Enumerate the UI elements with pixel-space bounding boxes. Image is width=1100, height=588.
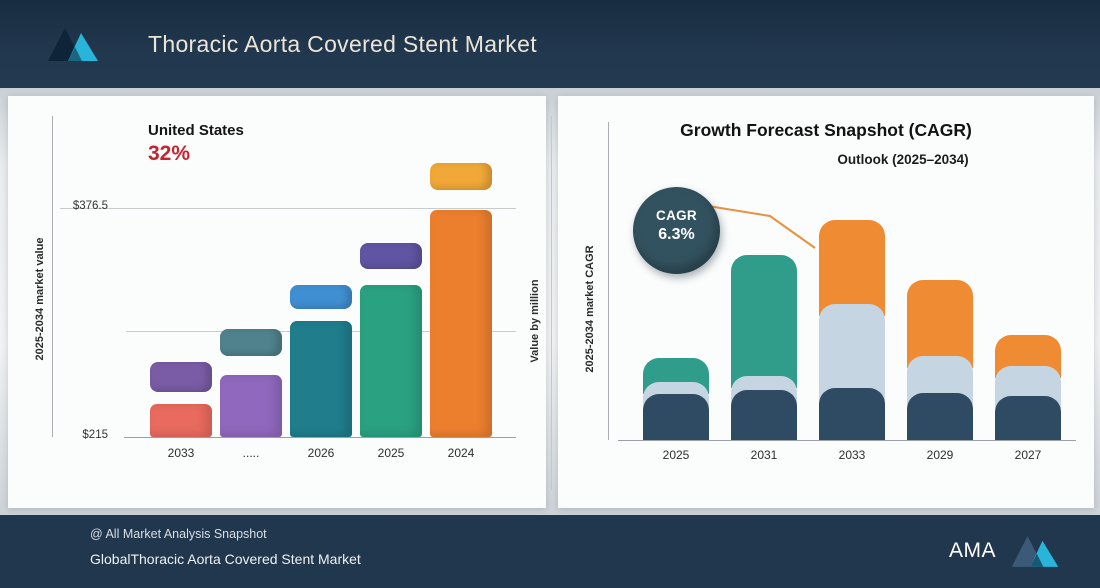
x-label-2026: 2026 [307,446,335,460]
panel-divider [551,116,552,490]
cagr-chart-panel: 2025-2034 market CAGR Growth Forecast Sn… [558,96,1094,508]
bar-cap-..... [220,329,282,356]
cagr-badge-value: 6.3% [658,226,695,243]
bar-segment-2033-orange [819,220,885,316]
us-chart-title: United States [148,122,244,139]
bar-segment-2033-base [819,388,885,440]
x-label-2031: 2031 [750,448,778,462]
cagr-badge-label: CAGR [656,208,697,223]
main-area: 2025-2034 market value United States 32%… [0,88,1100,515]
bar-segment-2031-base [731,390,797,440]
bar-segment-2027-base [995,395,1061,440]
footer: @ All Market Analysis Snapshot GlobalTho… [0,515,1100,588]
page-title: Thoracic Aorta Covered Stent Market [148,30,537,57]
x-label-.....: ..... [242,446,260,460]
us-baseline [124,437,516,438]
footer-note: @ All Market Analysis Snapshot [90,527,267,541]
us-y-axis-label: 2025-2034 market value [34,237,46,361]
bar-main-2024 [430,210,492,437]
bar-main-2033 [150,404,212,437]
bar-cap-2024 [430,163,492,190]
bar-segment-2029-base [907,392,973,440]
bar-segment-2033-mid [819,303,885,401]
value-by-million-label: Value by million [529,279,541,363]
bar-segment-2029-orange [907,279,973,369]
gridline-upper [60,208,516,209]
x-label-2033: 2033 [838,448,866,462]
x-label-2027: 2027 [1014,448,1042,462]
footer-brand: AMA [949,529,1062,573]
bar-main-2026 [290,321,352,437]
bar-cap-2026 [290,285,352,309]
x-label-2024: 2024 [447,446,475,460]
ama-logo-footer-icon [1011,536,1059,567]
cagr-baseline [618,440,1076,441]
x-label-2033: 2033 [167,446,195,460]
x-label-2029: 2029 [926,448,954,462]
us-highlight-value: 32% [148,142,191,165]
cagr-y-axis-line [608,122,609,440]
cagr-chart-subtitle: Outlook (2025–2034) [837,152,969,167]
footer-report-title: GlobalThoracic Aorta Covered Stent Marke… [90,551,361,567]
bar-cap-2025 [360,243,422,269]
bar-main-..... [220,375,282,437]
us-y-tick-215: $215 [82,429,108,441]
bar-segment-2025-base [643,394,709,440]
us-y-axis-line [52,116,53,437]
us-chart-panel: 2025-2034 market value United States 32%… [8,96,546,508]
us-y-tick-376: $376.5 [72,200,108,212]
bar-cap-2033 [150,362,212,392]
cagr-chart-title: Growth Forecast Snapshot (CAGR) [680,120,972,140]
bar-segment-2031-teal [731,254,797,388]
x-label-2025: 2025 [662,448,690,462]
cagr-y-axis-label: 2025-2034 market CAGR [584,245,596,373]
x-label-2025: 2025 [377,446,405,460]
header: Thoracic Aorta Covered Stent Market [0,0,1100,88]
footer-brand-text: AMA [948,539,996,562]
cagr-badge: CAGR 6.3% [633,187,720,274]
ama-logo-icon [48,28,98,61]
bar-main-2025 [360,285,422,437]
